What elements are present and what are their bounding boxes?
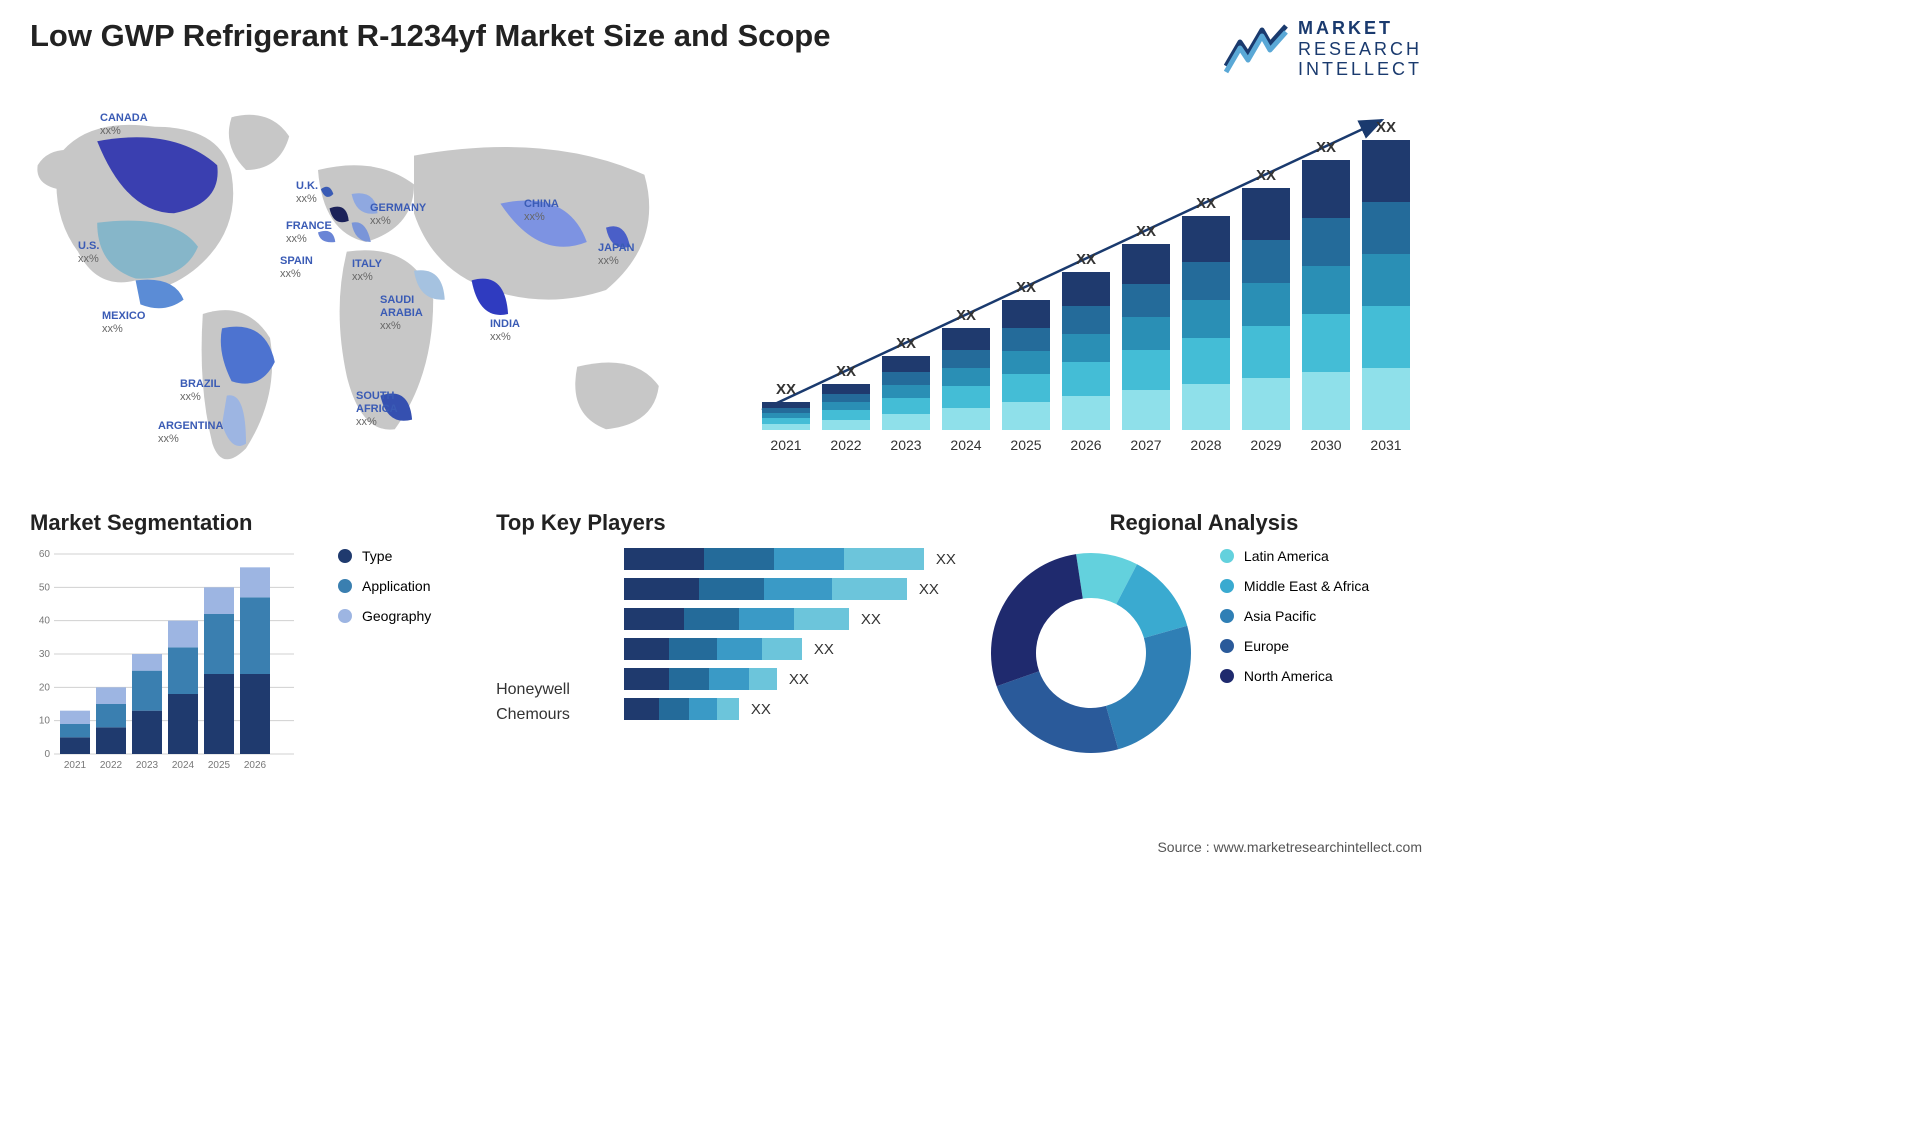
svg-text:20: 20 [39,682,51,693]
regional-title: Regional Analysis [986,510,1422,536]
legend-item: Middle East & Africa [1220,578,1369,594]
svg-text:2025: 2025 [1010,437,1041,453]
svg-text:2022: 2022 [830,437,861,453]
svg-text:2028: 2028 [1190,437,1221,453]
svg-text:2022: 2022 [100,760,123,771]
key-player-bar: XX [624,668,956,690]
growth-chart: XX 2021 XX 2022 XX 2023 XX 2024 XX 2025 XX 2026 XX 20… [742,90,1422,490]
map-label: INDIAxx% [490,318,520,344]
key-players-bars: XX XX XX XX XX XX [624,548,956,728]
svg-text:XX: XX [1136,223,1156,240]
legend-item: Geography [338,608,431,624]
svg-text:XX: XX [1316,139,1336,156]
legend-item: Europe [1220,638,1369,654]
key-player-bar: XX [624,578,956,600]
map-label: SAUDIARABIAxx% [380,294,423,334]
legend-item: Latin America [1220,548,1369,564]
map-label: FRANCExx% [286,220,332,246]
regional-legend: Latin America Middle East & Africa Asia Pa… [1220,548,1369,698]
key-player-bar: XX [624,638,956,660]
map-label: CANADAxx% [100,112,148,138]
map-label: JAPANxx% [598,242,634,268]
svg-text:2023: 2023 [890,437,921,453]
map-label: ARGENTINAxx% [158,420,223,446]
segmentation-panel: Market Segmentation 0 10 20 30 40 50 60 2021 202… [30,510,466,779]
svg-text:2024: 2024 [950,437,981,453]
svg-text:XX: XX [776,381,796,398]
map-label: SPAINxx% [280,255,313,281]
segmentation-legend: Type Application Geography [338,548,431,638]
logo-line1: MARKET [1298,18,1393,38]
svg-text:2023: 2023 [136,760,159,771]
page-title: Low GWP Refrigerant R-1234yf Market Size… [30,18,830,54]
legend-item: Asia Pacific [1220,608,1369,624]
svg-text:40: 40 [39,616,51,627]
svg-text:2021: 2021 [770,437,801,453]
map-label: SOUTHAFRICAxx% [356,390,398,430]
svg-text:50: 50 [39,582,51,593]
map-label: ITALYxx% [352,258,382,284]
key-player-bar: XX [624,608,956,630]
legend-item: Application [338,578,431,594]
svg-text:2025: 2025 [208,760,231,771]
key-players-title: Top Key Players [496,510,956,536]
svg-text:2029: 2029 [1250,437,1281,453]
svg-text:XX: XX [896,335,916,352]
svg-text:2026: 2026 [1070,437,1101,453]
key-players-names: HoneywellChemours [496,677,604,728]
svg-text:XX: XX [1256,167,1276,184]
svg-text:2024: 2024 [172,760,195,771]
map-label: CHINAxx% [524,198,559,224]
svg-text:2026: 2026 [244,760,267,771]
svg-text:XX: XX [1076,251,1096,268]
logo-line2: RESEARCH [1298,39,1422,60]
svg-text:XX: XX [1376,119,1396,136]
svg-text:2030: 2030 [1310,437,1341,453]
key-player-bar: XX [624,548,956,570]
key-players-panel: Top Key Players HoneywellChemours XXXXXX… [496,510,956,779]
svg-text:60: 60 [39,549,51,560]
map-label: GERMANYxx% [370,202,426,228]
map-label: BRAZILxx% [180,378,220,404]
legend-item: Type [338,548,431,564]
logo: MARKET RESEARCH INTELLECT [1224,18,1422,80]
svg-text:2031: 2031 [1370,437,1401,453]
svg-text:XX: XX [1016,279,1036,296]
logo-icon [1224,24,1288,74]
segmentation-title: Market Segmentation [30,510,466,536]
svg-text:XX: XX [956,307,976,324]
svg-text:2027: 2027 [1130,437,1161,453]
svg-text:XX: XX [1196,195,1216,212]
svg-text:XX: XX [836,363,856,380]
svg-text:0: 0 [44,749,50,760]
world-map: CANADAxx% U.S.xx% MEXICOxx% BRAZILxx% ARGENT… [30,90,702,490]
svg-text:30: 30 [39,649,51,660]
map-label: U.K.xx% [296,180,318,206]
regional-panel: Regional Analysis Latin America Middle Ea… [986,510,1422,779]
map-label: MEXICOxx% [102,310,145,336]
source-text: Source : www.marketresearchintellect.com [1157,839,1422,855]
svg-text:10: 10 [39,716,51,727]
logo-line3: INTELLECT [1298,59,1422,80]
svg-text:2021: 2021 [64,760,87,771]
map-label: U.S.xx% [78,240,99,266]
legend-item: North America [1220,668,1369,684]
key-player-bar: XX [624,698,956,720]
